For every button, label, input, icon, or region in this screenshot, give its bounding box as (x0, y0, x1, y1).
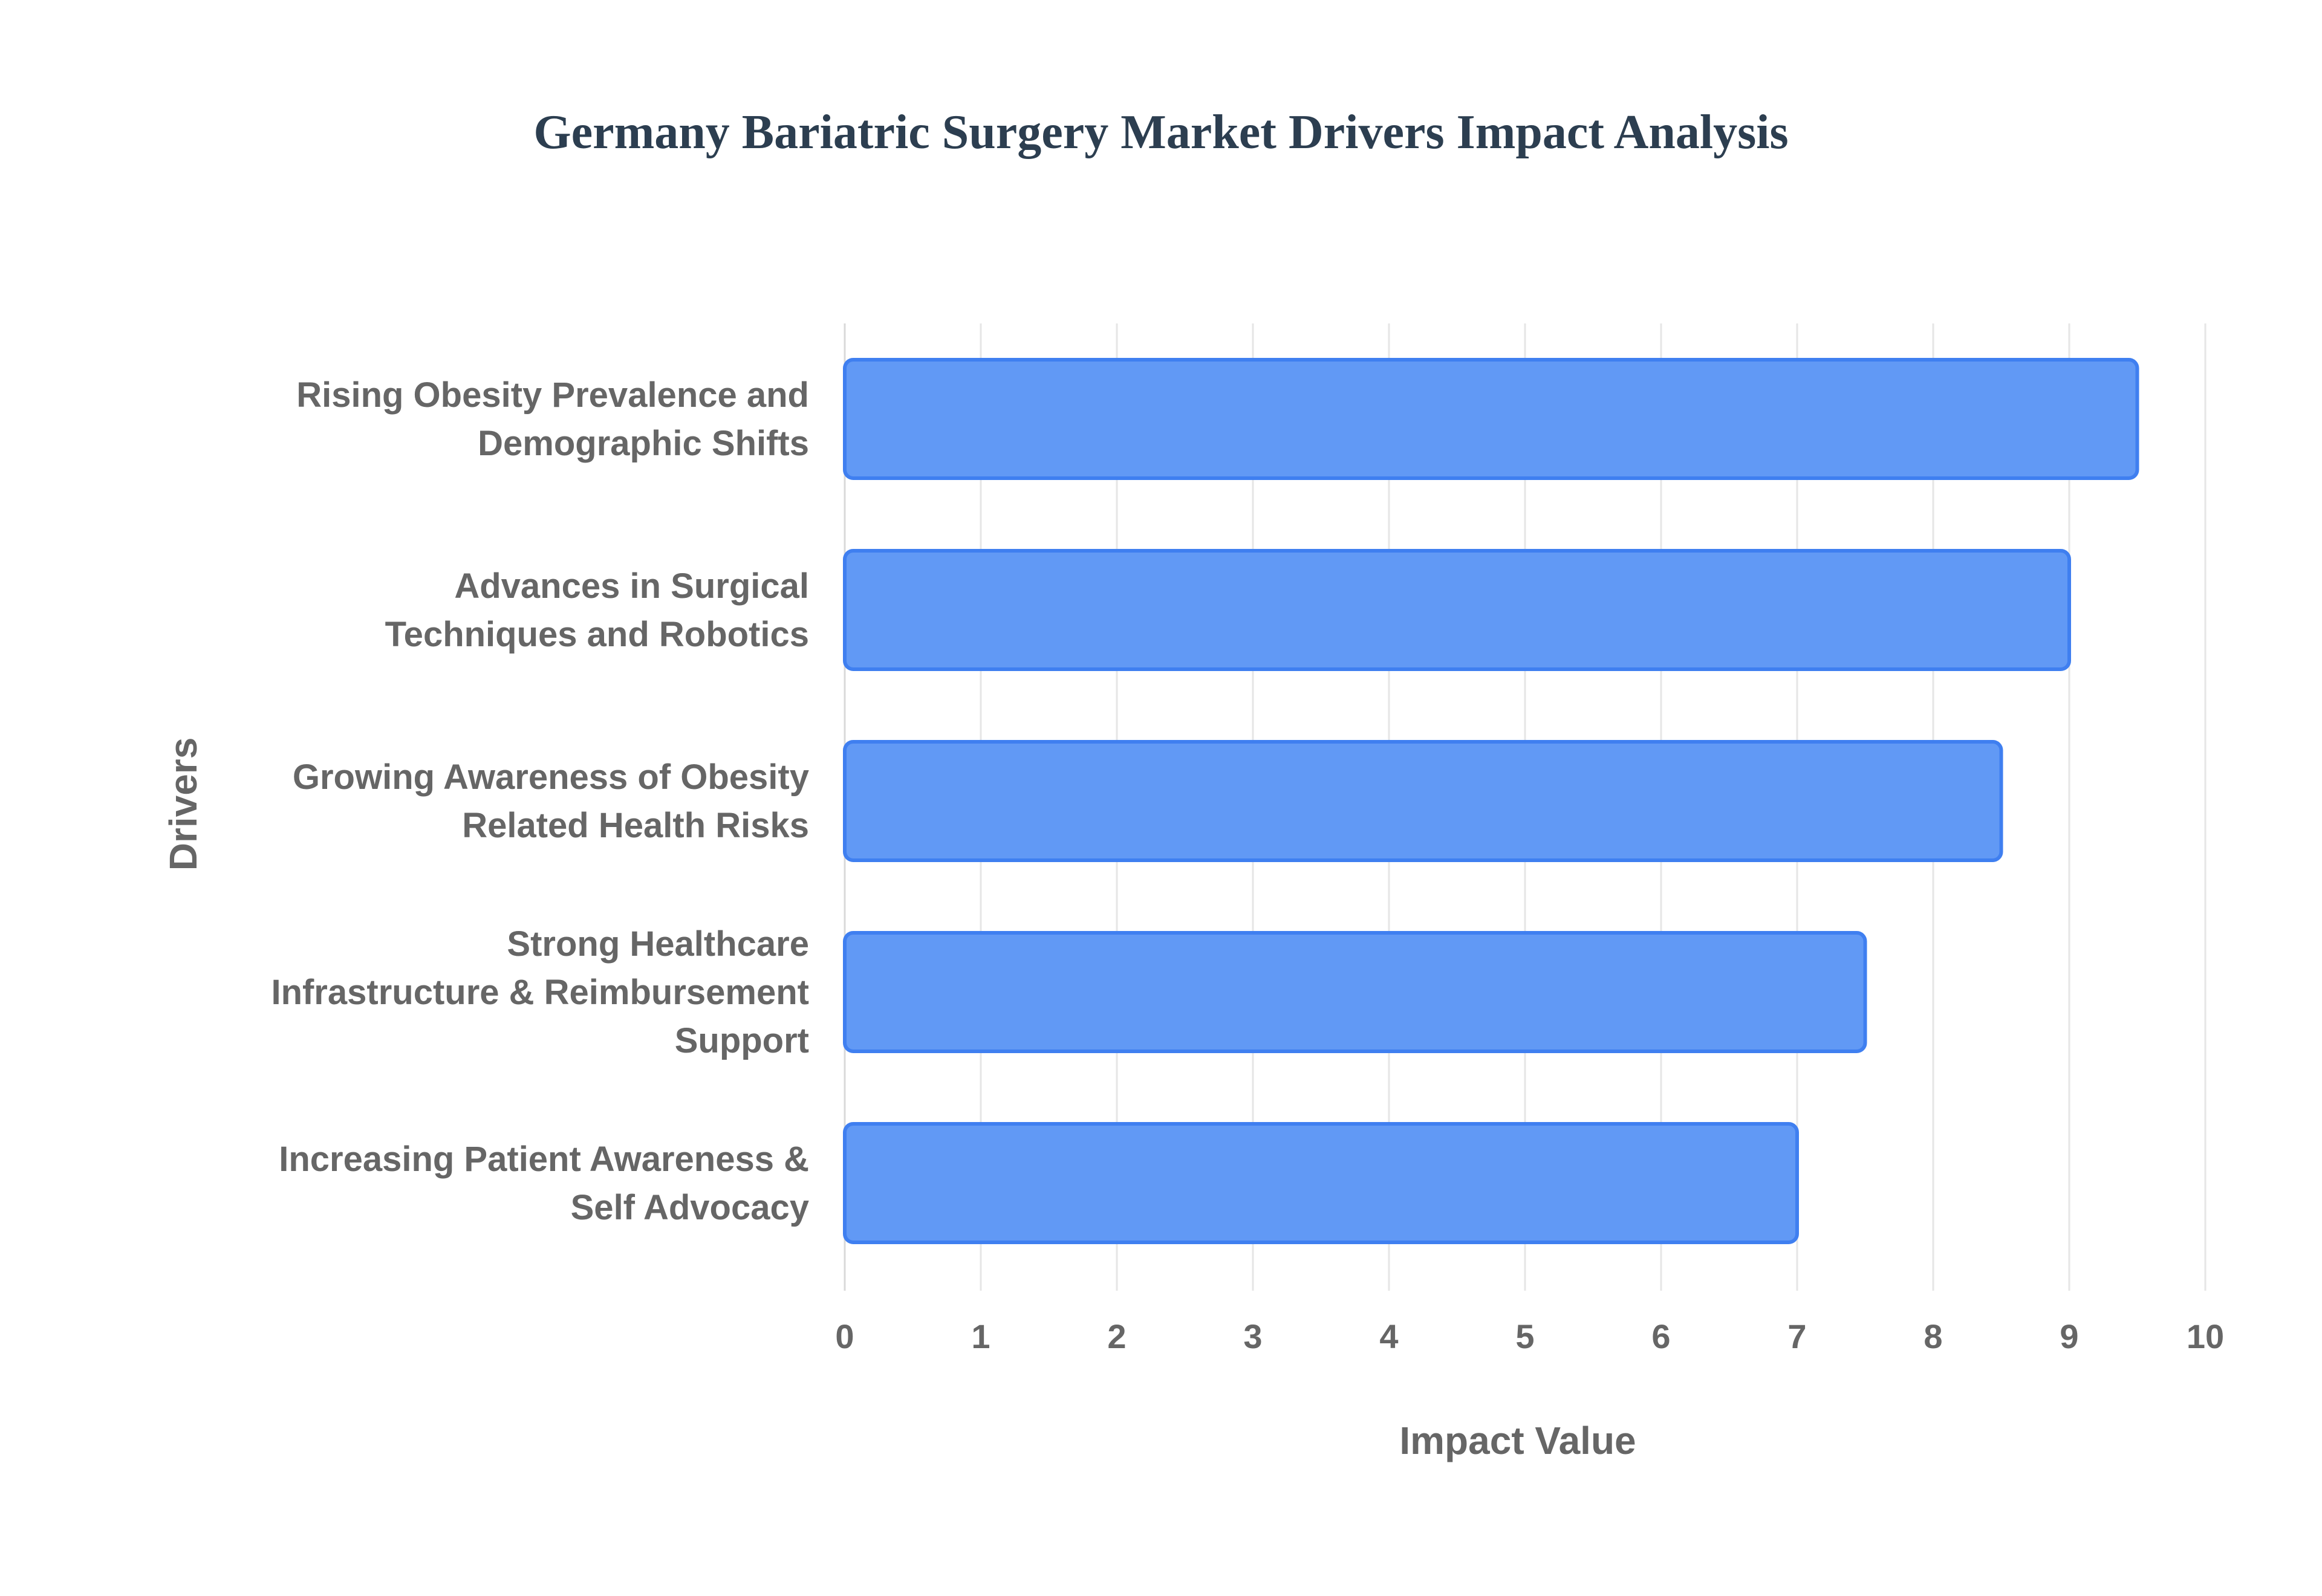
x-tick-label: 3 (1243, 1317, 1262, 1355)
y-category-label: Advances in Surgical Techniques and Robot… (385, 566, 809, 654)
bar (843, 358, 2139, 480)
y-category-label: Rising Obesity Prevalence and Demographic… (296, 375, 809, 463)
y-category-label-line: Strong Healthcare (507, 924, 809, 964)
x-tick-label: 2 (1107, 1317, 1126, 1355)
y-category-label-line: Rising Obesity Prevalence and (296, 375, 809, 415)
bar (843, 931, 1867, 1053)
bar (843, 549, 2071, 671)
bars (843, 358, 2139, 1244)
x-tick-label: 4 (1379, 1317, 1398, 1355)
x-tick-label: 10 (2187, 1317, 2224, 1355)
y-category-label-line: Related Health Risks (462, 806, 809, 845)
y-category-label: Strong Healthcare Infrastructure & Reimbu… (271, 924, 809, 1060)
chart-title: Germany Bariatric Surgery Market Drivers… (533, 106, 1788, 159)
x-axis-ticks: 0 1 2 3 4 5 6 7 8 9 10 (835, 1317, 2224, 1355)
y-category-label-line: Support (675, 1021, 809, 1060)
x-tick-label: 5 (1515, 1317, 1534, 1355)
x-tick-label: 0 (835, 1317, 854, 1355)
y-category-label-line: Infrastructure & Reimbursement (271, 973, 809, 1012)
bar (843, 740, 2003, 862)
y-category-label-line: Advances in Surgical (454, 566, 809, 606)
bar (843, 1122, 1799, 1244)
y-axis-label: Drivers (161, 738, 205, 871)
y-category-label-line: Increasing Patient Awareness & (279, 1140, 809, 1179)
x-tick-label: 8 (1924, 1317, 1942, 1355)
x-tick-label: 6 (1651, 1317, 1670, 1355)
y-category-label-line: Self Advocacy (571, 1188, 809, 1227)
x-axis-label: Impact Value (1399, 1419, 1636, 1462)
x-tick-label: 9 (2060, 1317, 2078, 1355)
y-category-label: Increasing Patient Awareness & Self Advoc… (279, 1140, 809, 1227)
y-category-label-line: Demographic Shifts (478, 424, 809, 463)
x-tick-label: 7 (1787, 1317, 1806, 1355)
x-tick-label: 1 (971, 1317, 990, 1355)
y-category-label-line: Growing Awareness of Obesity (293, 757, 809, 797)
y-category-label: Growing Awareness of Obesity Related Heal… (293, 757, 809, 845)
y-category-label-line: Techniques and Robotics (385, 615, 809, 654)
y-axis-categories: Rising Obesity Prevalence and Demographic… (271, 375, 809, 1227)
